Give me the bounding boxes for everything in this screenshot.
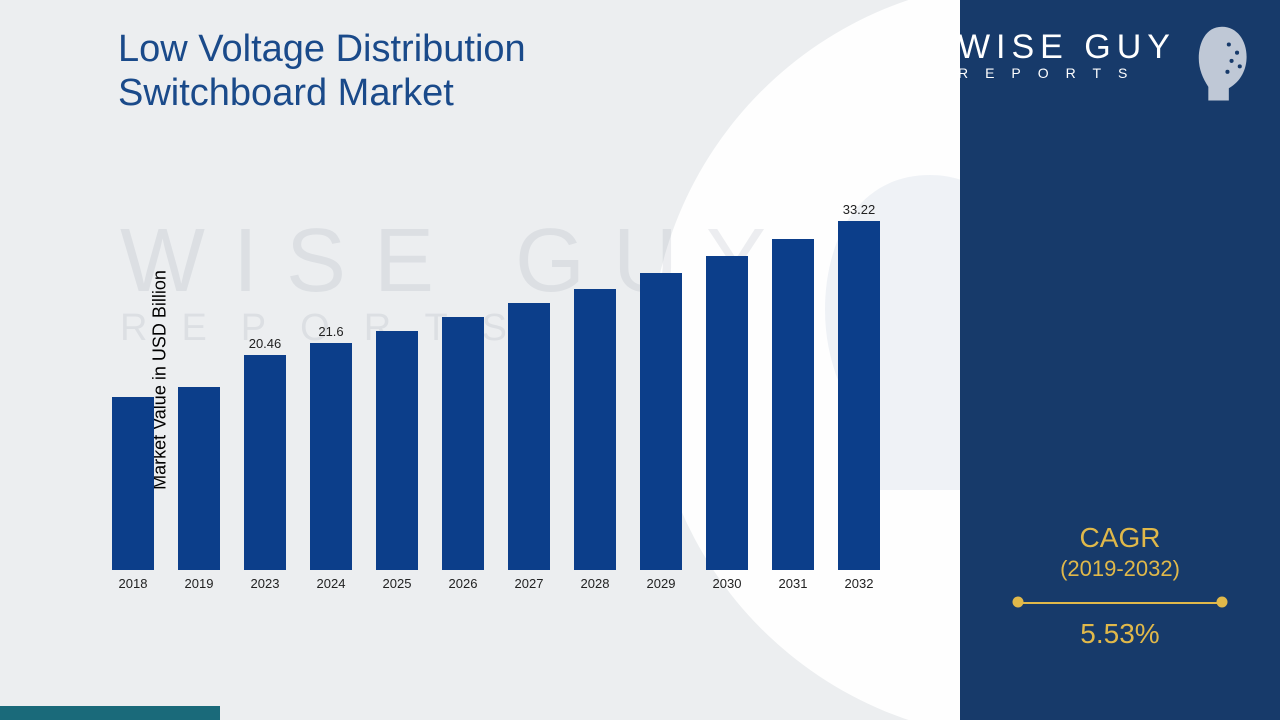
brand-logo: WISE GUY REPORTS — [958, 28, 1176, 81]
plot-area: 2018201920.46202321.62024202520262027202… — [100, 150, 900, 570]
bar-group: 2019 — [166, 150, 232, 570]
logo-head-icon — [1186, 24, 1258, 106]
bar — [442, 317, 484, 570]
chart-title: Low Voltage Distribution Switchboard Mar… — [118, 28, 678, 115]
x-tick-label: 2027 — [496, 576, 562, 591]
bar — [508, 303, 550, 570]
bar — [376, 331, 418, 570]
bar — [574, 289, 616, 570]
bar-chart: Market Value in USD Billion 2018201920.4… — [90, 150, 900, 610]
x-tick-label: 2031 — [760, 576, 826, 591]
cagr-title: CAGR — [1000, 522, 1240, 554]
bar — [178, 387, 220, 570]
x-tick-label: 2018 — [100, 576, 166, 591]
bar-group: 33.222032 — [826, 150, 892, 570]
bar-group: 2025 — [364, 150, 430, 570]
x-tick-label: 2024 — [298, 576, 364, 591]
bar-group: 2028 — [562, 150, 628, 570]
bar — [640, 273, 682, 570]
x-tick-label: 2025 — [364, 576, 430, 591]
bar-group: 2026 — [430, 150, 496, 570]
x-tick-label: 2019 — [166, 576, 232, 591]
bar-value-label: 33.22 — [838, 202, 880, 217]
bottom-accent-bar — [0, 706, 220, 720]
bar-group: 2029 — [628, 150, 694, 570]
x-tick-label: 2030 — [694, 576, 760, 591]
cagr-divider — [1018, 600, 1222, 604]
cagr-years: (2019-2032) — [1000, 556, 1240, 582]
cagr-box: CAGR (2019-2032) 5.53% — [1000, 522, 1240, 650]
bar-value-label: 21.6 — [310, 324, 352, 339]
bar — [112, 397, 154, 570]
x-tick-label: 2032 — [826, 576, 892, 591]
x-tick-label: 2029 — [628, 576, 694, 591]
bar-group: 21.62024 — [298, 150, 364, 570]
x-tick-label: 2028 — [562, 576, 628, 591]
x-tick-label: 2023 — [232, 576, 298, 591]
canvas: WISE GUY REPORTS Low Voltage Distributio… — [0, 0, 1280, 720]
bar-group: 2031 — [760, 150, 826, 570]
bar-value-label: 20.46 — [244, 336, 286, 351]
logo-text-bottom: REPORTS — [958, 65, 1176, 81]
bar — [244, 355, 286, 570]
bar-group: 2030 — [694, 150, 760, 570]
x-tick-label: 2026 — [430, 576, 496, 591]
bar-group: 2018 — [100, 150, 166, 570]
cagr-value: 5.53% — [1000, 618, 1240, 650]
bar-group: 2027 — [496, 150, 562, 570]
bar-group: 20.462023 — [232, 150, 298, 570]
bar — [706, 256, 748, 570]
bar — [310, 343, 352, 570]
bar — [772, 239, 814, 570]
logo-text-top: WISE GUY — [958, 28, 1176, 67]
bar — [838, 221, 880, 570]
